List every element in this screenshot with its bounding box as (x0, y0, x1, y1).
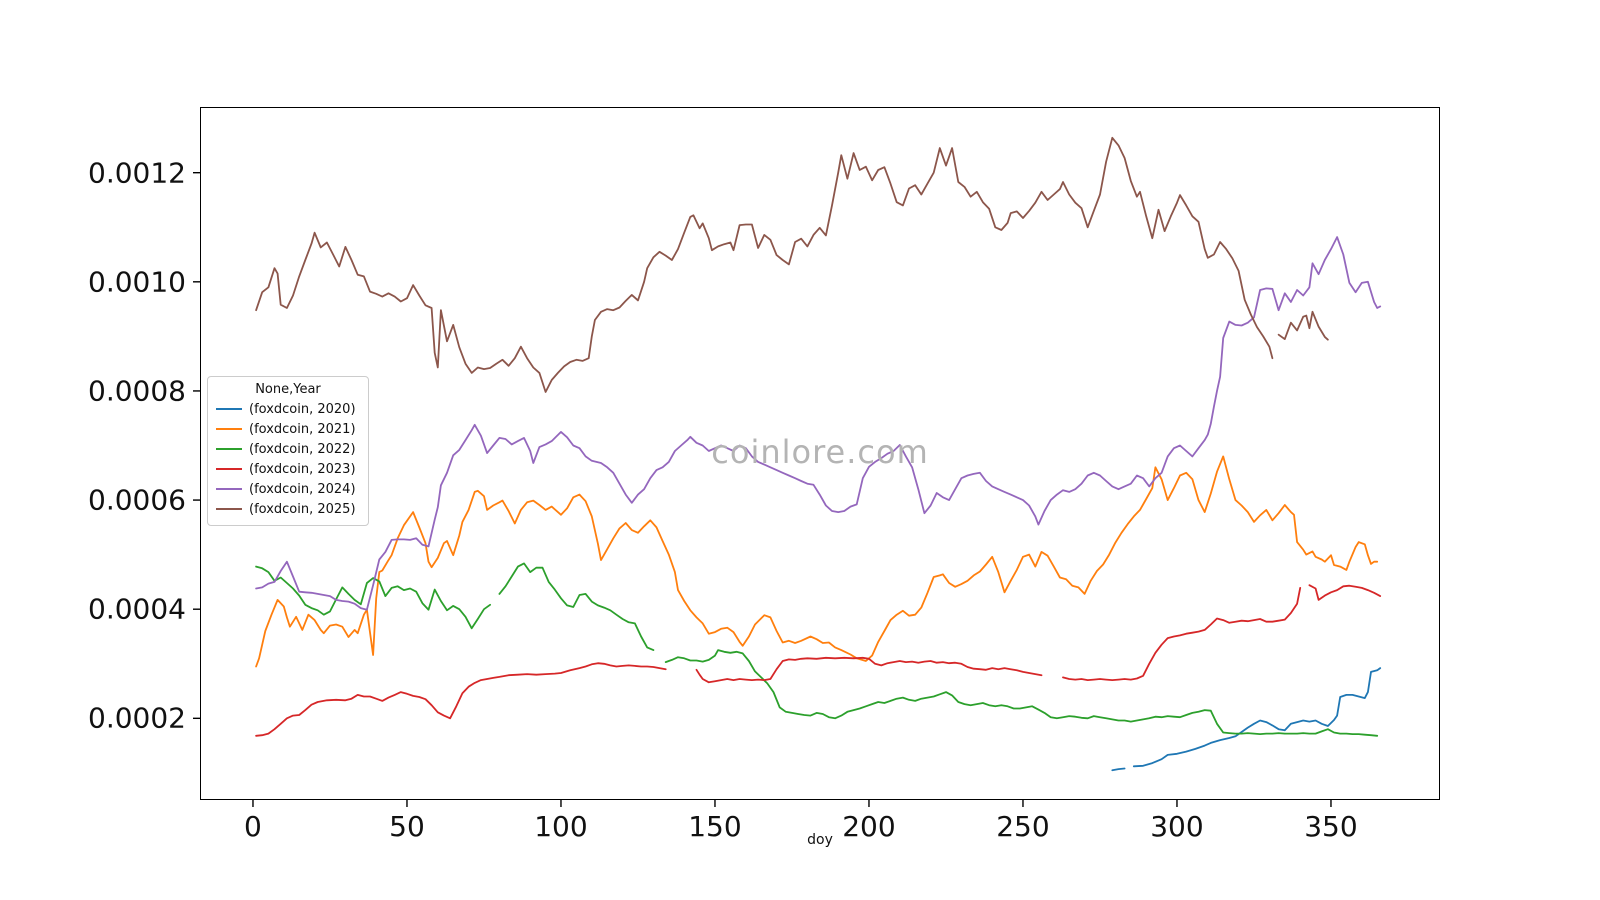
x-tick-label: 100 (534, 810, 588, 843)
series-line-2020 (1132, 667, 1382, 768)
legend-entry: (foxdcoin, 2025) (216, 499, 360, 519)
legend-entry: (foxdcoin, 2020) (216, 399, 360, 419)
y-tick-label: 0.0010 (88, 265, 186, 299)
legend-entry-label: (foxdcoin, 2022) (249, 441, 356, 457)
x-tick-label: 150 (688, 810, 742, 843)
x-tick-label: 300 (1150, 810, 1204, 843)
legend-swatch (216, 408, 242, 410)
y-tick-label: 0.0012 (88, 156, 186, 190)
x-tick-label: 200 (842, 810, 896, 843)
series-line-2022 (664, 649, 1379, 737)
legend-swatch (216, 508, 242, 510)
legend-swatch (216, 488, 242, 490)
legend: None,Year (foxdcoin, 2020) (foxdcoin, 202… (207, 376, 369, 526)
x-tick-label: 350 (1304, 810, 1358, 843)
legend-swatch (216, 428, 242, 430)
legend-entry: (foxdcoin, 2021) (216, 419, 360, 439)
legend-entry: (foxdcoin, 2024) (216, 479, 360, 499)
legend-entry-label: (foxdcoin, 2023) (249, 461, 356, 477)
legend-swatch (216, 448, 242, 450)
legend-entry-label: (foxdcoin, 2024) (249, 481, 356, 497)
tick-marks-group (193, 171, 1332, 807)
y-tick-label: 0.0008 (88, 374, 186, 408)
series-line-2022 (255, 565, 492, 630)
y-tick-label: 0.0002 (88, 701, 186, 735)
series-line-2020 (1111, 767, 1126, 772)
legend-entry: (foxdcoin, 2022) (216, 439, 360, 459)
x-tick-label: 0 (244, 810, 262, 843)
y-tick-label: 0.0006 (88, 483, 186, 517)
watermark: coinlore.com (711, 433, 929, 471)
legend-entry-label: (foxdcoin, 2021) (249, 421, 356, 437)
legend-entry: (foxdcoin, 2023) (216, 459, 360, 479)
legend-title: None,Year (255, 382, 321, 397)
x-tick-label: 50 (389, 810, 425, 843)
legend-swatch (216, 468, 242, 470)
y-tick-label: 0.0004 (88, 592, 186, 626)
series-line-2022 (498, 562, 655, 651)
series-line-2021 (255, 455, 1379, 668)
series-line-2023 (695, 656, 1043, 684)
series-line-2024 (255, 236, 1382, 611)
series-line-2025 (1277, 310, 1329, 341)
series-lines-group (255, 136, 1382, 772)
series-line-2023 (255, 662, 667, 737)
legend-entry-label: (foxdcoin, 2020) (249, 401, 356, 417)
x-tick-label: 250 (996, 810, 1050, 843)
series-line-2023 (1062, 587, 1302, 681)
series-line-2023 (1308, 584, 1382, 601)
legend-entries: (foxdcoin, 2020) (foxdcoin, 2021) (foxdcoi… (216, 399, 360, 519)
series-line-2025 (255, 136, 1274, 393)
x-axis-label: doy (807, 832, 833, 848)
legend-entry-label: (foxdcoin, 2025) (249, 501, 356, 517)
